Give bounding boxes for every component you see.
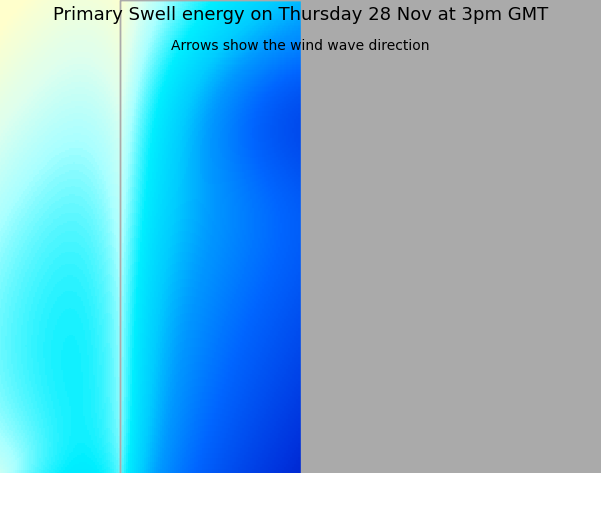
Text: Primary Swell energy on Thursday 28 Nov at 3pm GMT: Primary Swell energy on Thursday 28 Nov … — [53, 6, 548, 25]
Polygon shape — [120, 0, 601, 473]
Text: Arrows show the wind wave direction: Arrows show the wind wave direction — [171, 39, 430, 53]
